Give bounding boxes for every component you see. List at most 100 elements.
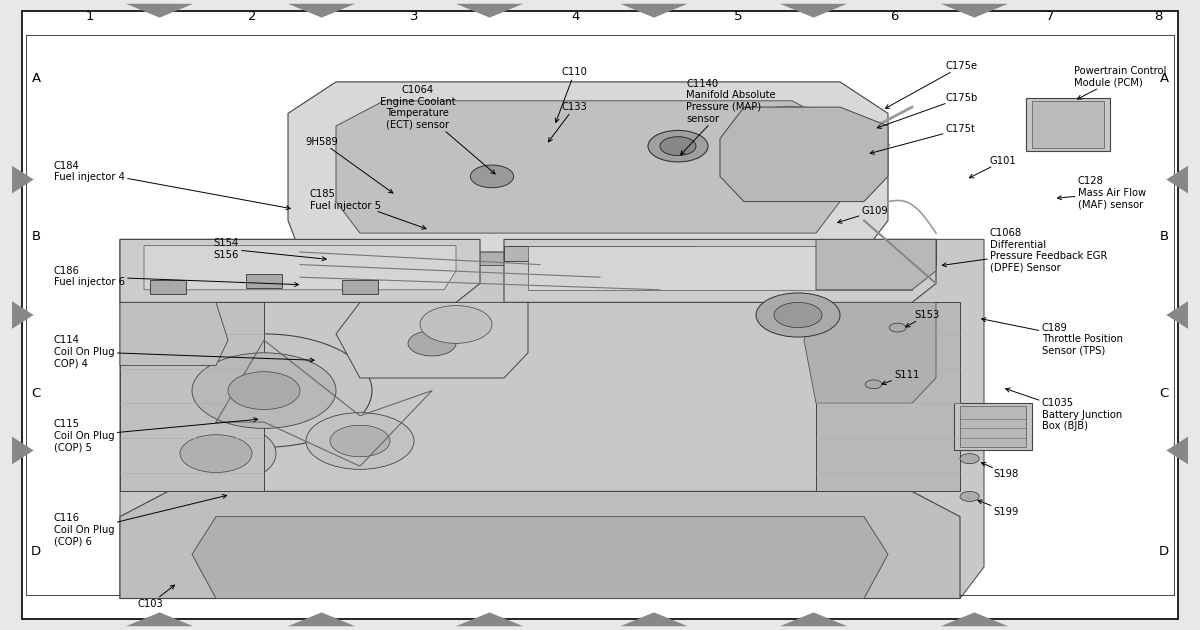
Polygon shape [12,437,34,464]
Polygon shape [336,101,840,233]
Circle shape [384,318,480,369]
Bar [204,246,396,261]
Circle shape [648,130,708,162]
Text: C: C [1159,387,1169,400]
Text: C1140
Manifold Absolute
Pressure (MAP)
sensor: C1140 Manifold Absolute Pressure (MAP) s… [680,79,776,155]
Circle shape [420,306,492,343]
Text: 9H589: 9H589 [305,137,392,193]
Text: 7: 7 [1045,10,1055,23]
Text: C185
Fuel injector 5: C185 Fuel injector 5 [310,189,426,229]
Polygon shape [456,4,523,18]
Text: C186
Fuel injector 6: C186 Fuel injector 6 [54,266,299,287]
Text: D: D [1159,545,1169,558]
Polygon shape [144,246,456,290]
Text: 6: 6 [890,10,898,23]
Text: 8: 8 [1154,10,1162,23]
Text: C115
Coil On Plug
(COP) 5: C115 Coil On Plug (COP) 5 [54,418,258,452]
Text: S111: S111 [882,370,919,385]
Text: C1064
Engine Coolant
Temperature
(ECT) sensor: C1064 Engine Coolant Temperature (ECT) s… [379,85,496,174]
Polygon shape [12,166,34,193]
Polygon shape [941,4,1008,18]
Circle shape [228,372,300,410]
Text: D: D [31,545,41,558]
Circle shape [865,380,882,389]
Text: A: A [1159,72,1169,85]
Bar [150,280,186,294]
Text: C175e: C175e [886,61,978,108]
Polygon shape [816,239,936,290]
Text: 4: 4 [572,10,580,23]
Circle shape [156,422,276,485]
Polygon shape [120,239,480,302]
Circle shape [470,165,514,188]
Bar [504,246,696,261]
Text: C175b: C175b [877,93,978,129]
Text: 3: 3 [409,10,419,23]
Bar [960,406,1026,447]
Text: A: A [31,72,41,85]
Text: 2: 2 [247,10,257,23]
Polygon shape [12,301,34,329]
Polygon shape [780,612,847,626]
Bar [342,280,378,294]
Circle shape [660,137,696,156]
Circle shape [330,425,390,457]
Text: C133: C133 [548,102,587,142]
Text: C116
Coil On Plug
(COP) 6: C116 Coil On Plug (COP) 6 [54,495,227,547]
Polygon shape [504,239,936,302]
Polygon shape [120,302,228,365]
Text: C103: C103 [138,585,174,609]
Bar [528,258,672,271]
Polygon shape [120,302,264,491]
Polygon shape [336,302,528,378]
Text: S154
S156: S154 S156 [214,238,326,261]
Polygon shape [120,239,984,598]
Bar [1026,98,1110,151]
Polygon shape [126,612,193,626]
Polygon shape [288,612,355,626]
Bar [1032,101,1104,148]
Text: C110: C110 [556,67,588,122]
Text: S153: S153 [906,310,940,327]
Text: C: C [31,387,41,400]
Polygon shape [456,612,523,626]
Polygon shape [144,239,936,265]
Polygon shape [620,612,688,626]
Text: B: B [31,230,41,243]
Polygon shape [192,517,888,598]
Polygon shape [288,4,355,18]
Polygon shape [288,82,888,252]
Circle shape [889,323,906,332]
Polygon shape [120,491,960,598]
Circle shape [408,331,456,356]
Text: S198: S198 [982,462,1019,479]
Text: C114
Coil On Plug
COP) 4: C114 Coil On Plug COP) 4 [54,335,314,369]
Circle shape [192,353,336,428]
Text: C189
Throttle Position
Sensor (TPS): C189 Throttle Position Sensor (TPS) [982,318,1123,356]
Polygon shape [1166,437,1188,464]
Polygon shape [620,4,688,18]
Polygon shape [816,302,960,491]
Circle shape [960,454,979,464]
Text: B: B [1159,230,1169,243]
Text: 5: 5 [733,10,743,23]
Circle shape [756,293,840,337]
Text: C1068
Differential
Pressure Feedback EGR
(DPFE) Sensor: C1068 Differential Pressure Feedback EGR… [942,228,1108,273]
Circle shape [306,413,414,469]
Text: C184
Fuel injector 4: C184 Fuel injector 4 [54,161,290,210]
Polygon shape [1166,166,1188,193]
Circle shape [156,334,372,447]
Bar [246,274,282,288]
Polygon shape [1166,301,1188,329]
Polygon shape [804,302,936,403]
Text: C175t: C175t [870,124,976,154]
Polygon shape [780,4,847,18]
Text: Powertrain Control
Module (PCM): Powertrain Control Module (PCM) [1074,66,1166,99]
Polygon shape [528,246,912,290]
Text: S199: S199 [978,500,1019,517]
Bar [228,258,372,271]
Text: G109: G109 [838,206,888,223]
Circle shape [774,302,822,328]
Text: C128
Mass Air Flow
(MAF) sensor: C128 Mass Air Flow (MAF) sensor [1057,176,1146,210]
Text: 1: 1 [85,10,95,23]
